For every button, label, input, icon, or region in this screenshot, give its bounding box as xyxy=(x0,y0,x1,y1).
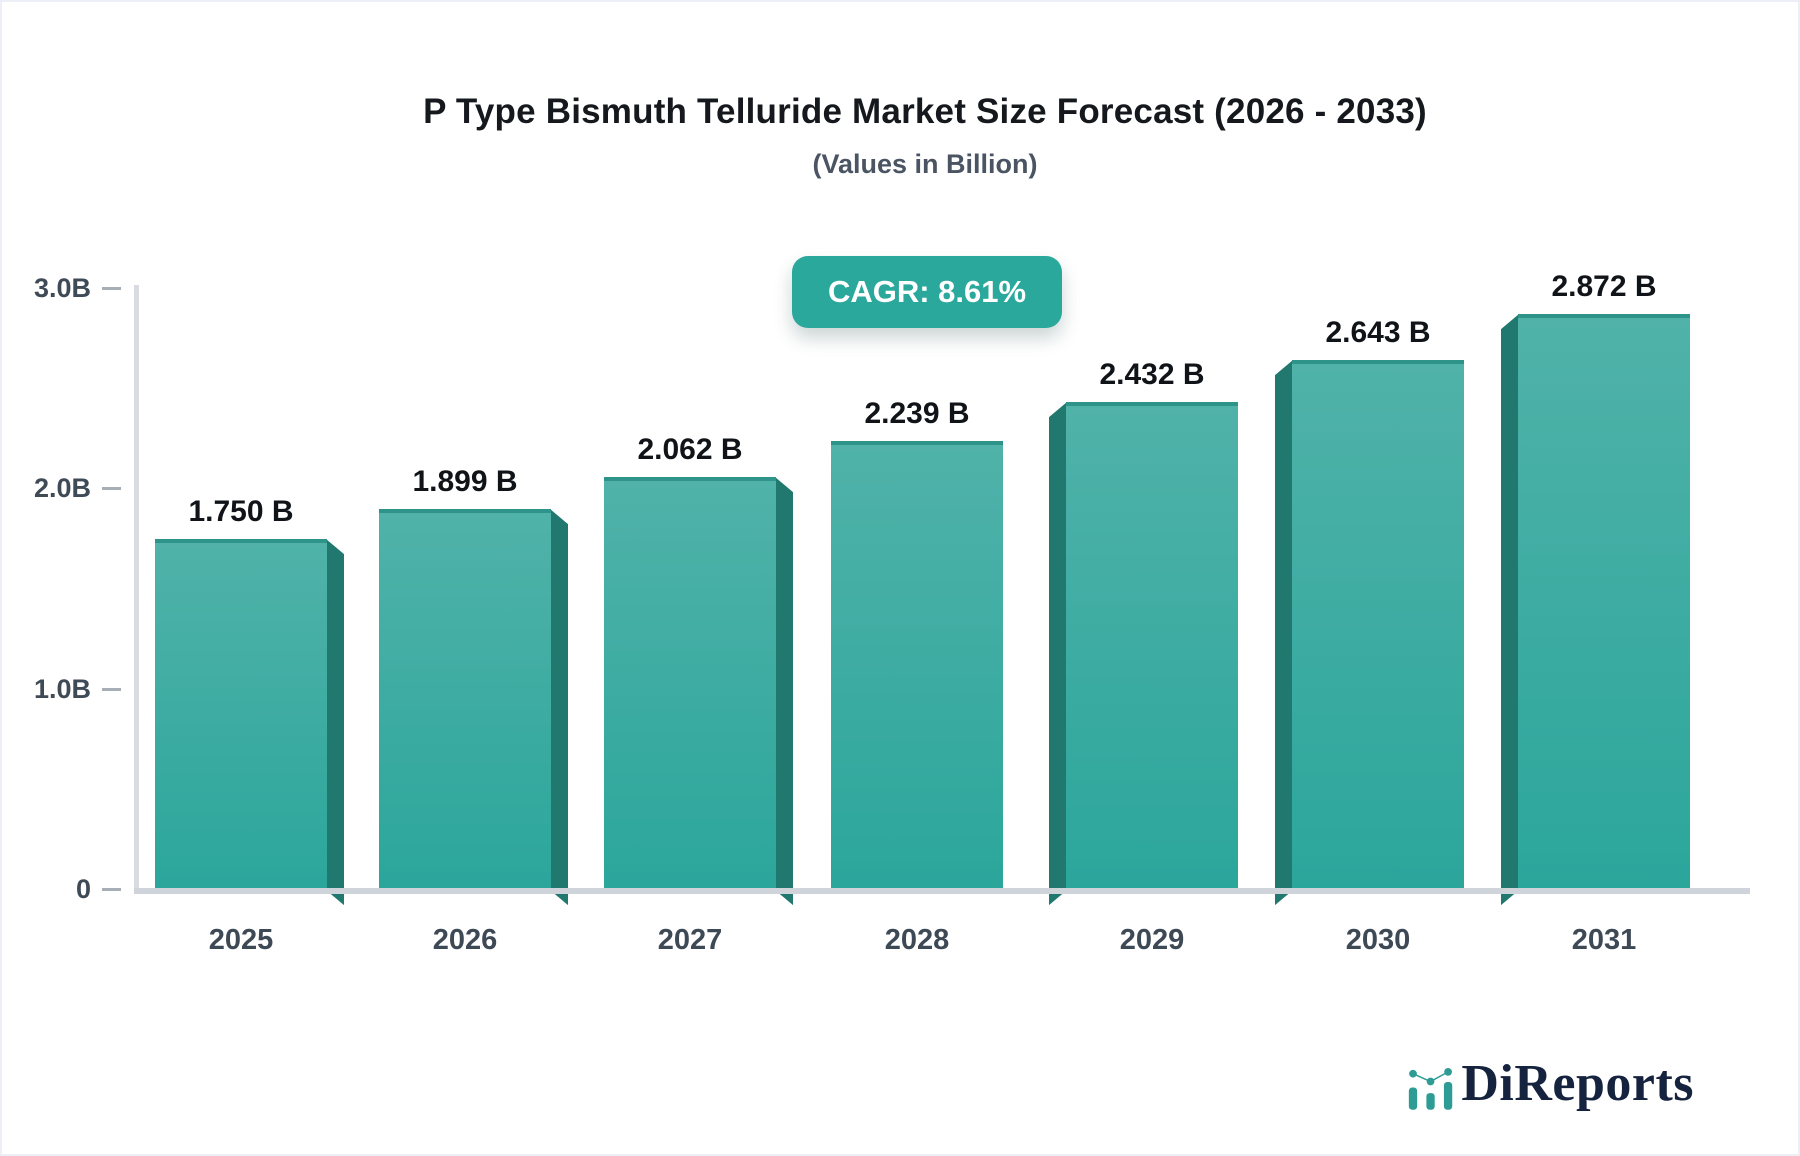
x-axis-category-label: 2025 xyxy=(208,924,274,956)
bar xyxy=(604,477,776,890)
y-axis-tick-label: 1.0B xyxy=(33,673,91,704)
bar-value-label: 2.062 B xyxy=(637,433,743,466)
bar-side-panel xyxy=(550,509,568,906)
y-axis-tick xyxy=(102,286,121,290)
bar-side-panel xyxy=(1049,402,1067,906)
x-axis-category-label: 2028 xyxy=(884,924,950,956)
bar-side-panel xyxy=(1501,314,1519,906)
y-axis-tick-label: 2.0B xyxy=(33,473,91,503)
x-axis-category-label: 2029 xyxy=(1119,924,1185,956)
bar-value-label: 2.239 B xyxy=(864,397,970,430)
bar-value-label: 1.899 B xyxy=(412,465,518,498)
y-axis-tick-label: 0 xyxy=(75,874,91,904)
chart-subtitle: (Values in Billion) xyxy=(812,149,1038,179)
logo-text: DiReports xyxy=(1461,1055,1694,1112)
bar-value-label: 2.872 B xyxy=(1551,270,1657,303)
bar-side-panel xyxy=(1275,360,1293,906)
bar xyxy=(1292,360,1464,890)
bar xyxy=(155,539,327,890)
x-axis-category-label: 2031 xyxy=(1571,924,1637,956)
x-axis-category-label: 2027 xyxy=(657,924,723,956)
y-axis-tick-label: 3.0B xyxy=(33,272,91,303)
bar-side-panel xyxy=(775,477,793,906)
bar xyxy=(1518,314,1690,890)
cagr-badge-label: CAGR: 8.61% xyxy=(827,274,1027,309)
bar-value-label: 2.432 B xyxy=(1099,358,1205,391)
direports-logo: DiReports xyxy=(1407,1058,1694,1110)
bar xyxy=(1066,402,1238,890)
y-axis-tick xyxy=(102,487,121,490)
bar-side-panel xyxy=(326,539,344,906)
y-axis-tick xyxy=(102,888,121,891)
x-axis-baseline xyxy=(134,888,1750,894)
mini-bar-trend-chart-icon xyxy=(1409,1067,1453,1110)
y-axis-tick xyxy=(102,687,121,691)
x-axis-category-label: 2030 xyxy=(1345,924,1411,956)
chart-title: P Type Bismuth Telluride Market Size For… xyxy=(423,92,1427,131)
cagr-badge: CAGR: 8.61% xyxy=(792,256,1062,328)
bar xyxy=(831,441,1003,890)
bar-value-label: 2.643 B xyxy=(1325,316,1431,349)
bar xyxy=(379,509,551,890)
bar-value-label: 1.750 B xyxy=(188,495,294,528)
x-axis-category-label: 2026 xyxy=(432,924,498,956)
y-axis-line xyxy=(134,285,139,893)
